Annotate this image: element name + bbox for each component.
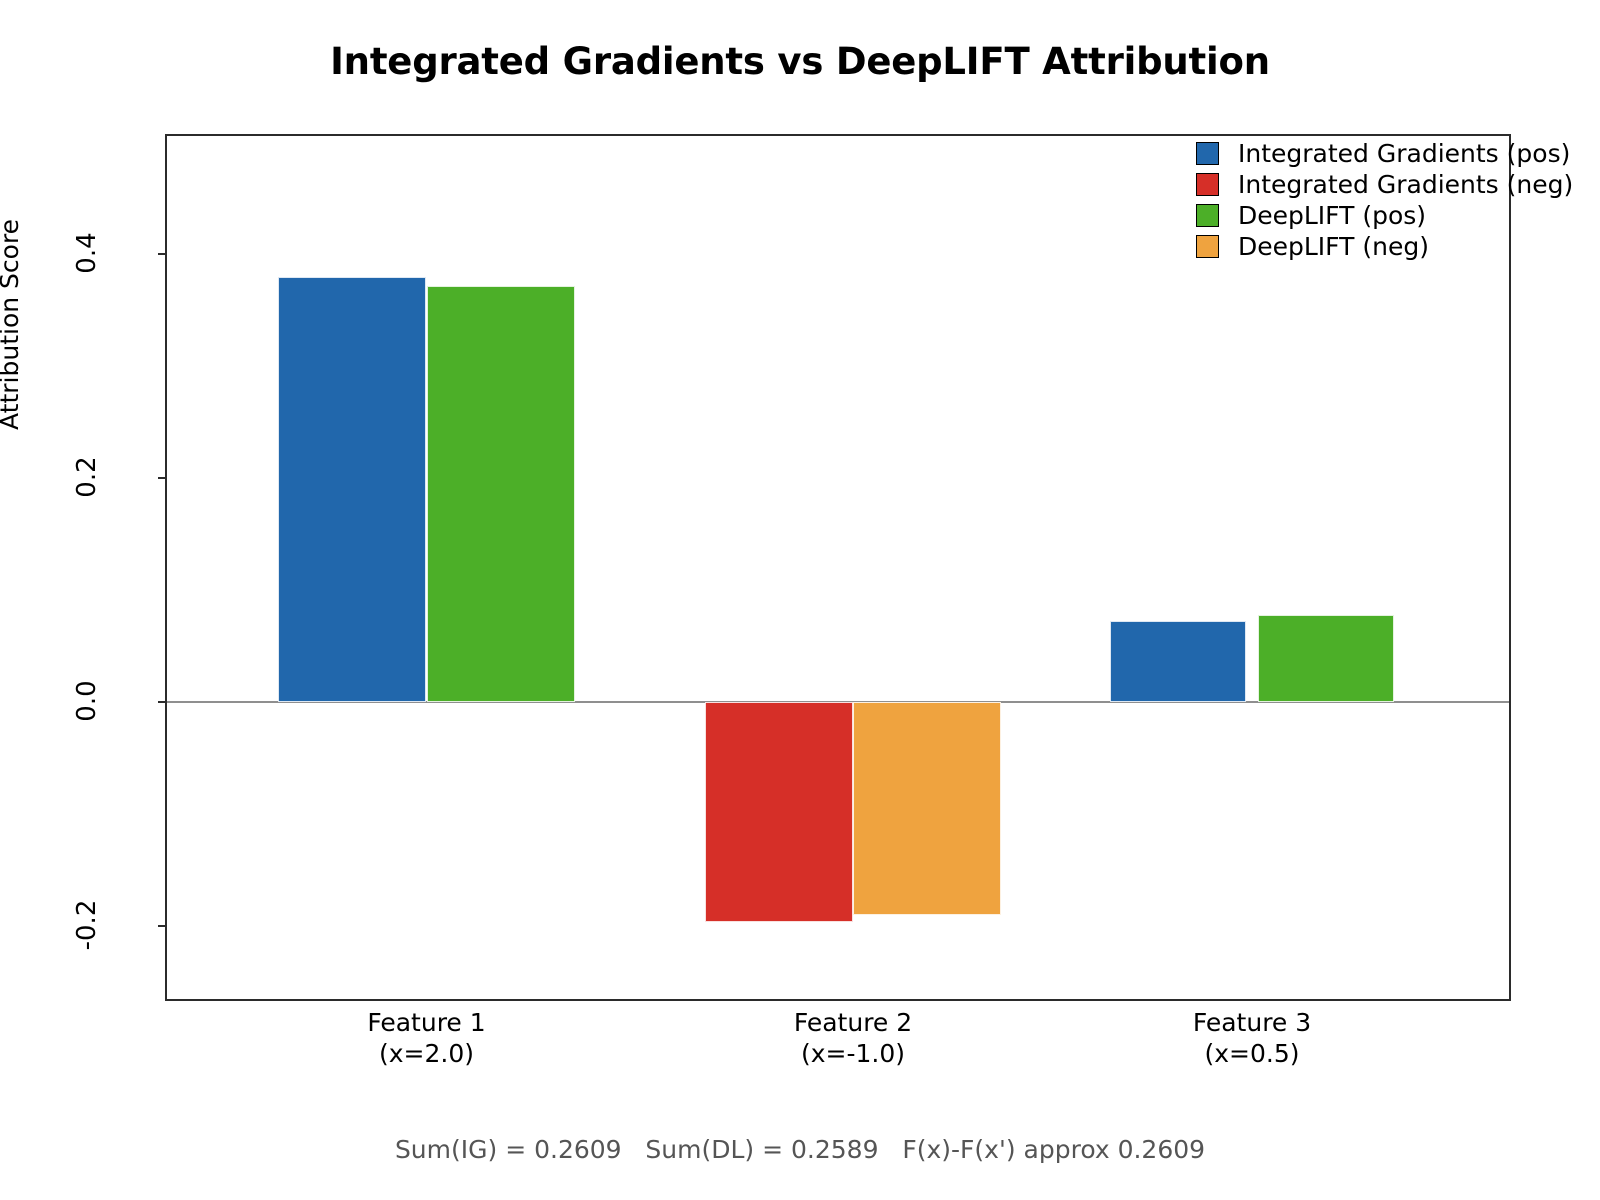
y-axis-tick-label: 0.4 (72, 232, 102, 274)
y-axis-tick-mark (158, 252, 167, 255)
legend-item[interactable]: DeepLIFT (neg) (1196, 231, 1573, 261)
legend-swatch-ig-neg (1196, 172, 1219, 196)
summary-annotation: Sum(IG) = 0.2609 Sum(DL) = 0.2589 F(x)-F… (394, 1135, 1206, 1164)
y-axis-tick-label: 0.2 (72, 456, 102, 498)
x-axis-tick-label: Feature 2 (x=-1.0) (793, 1008, 913, 1068)
plot-area (167, 136, 1509, 999)
y-axis-tick-mark (158, 925, 167, 928)
legend-label: Integrated Gradients (pos) (1238, 138, 1571, 168)
legend-item[interactable]: Integrated Gradients (pos) (1196, 138, 1573, 168)
bar-ig-feature-2[interactable] (705, 701, 853, 922)
bar-dl-feature-3[interactable] (1258, 615, 1394, 702)
legend-label: DeepLIFT (pos) (1238, 200, 1427, 230)
y-axis-tick-label: 0.0 (72, 680, 102, 722)
x-axis-tick-label: Feature 1 (x=2.0) (367, 1008, 486, 1068)
bar-dl-feature-1[interactable] (427, 285, 575, 702)
legend-swatch-ig-pos (1196, 141, 1219, 165)
bar-ig-feature-3[interactable] (1110, 620, 1246, 702)
bar-ig-feature-1[interactable] (278, 277, 426, 702)
legend-item[interactable]: Integrated Gradients (neg) (1196, 169, 1574, 199)
legend-swatch-dl-neg (1196, 234, 1219, 258)
plot-frame: 0.4 0.2 0.0 -0.2 (72, 134, 1511, 1001)
y-axis-tick-label: -0.2 (72, 899, 102, 951)
x-axis-tick-label: Feature 3 (x=0.5) (1192, 1008, 1312, 1068)
legend-label: DeepLIFT (neg) (1238, 231, 1429, 261)
chart-title: Integrated Gradients vs DeepLIFT Attribu… (330, 40, 1270, 83)
chart-legend: Integrated Gradients (pos) Integrated Gr… (1196, 138, 1574, 261)
legend-label: Integrated Gradients (neg) (1238, 169, 1574, 199)
legend-swatch-dl-pos (1196, 203, 1219, 227)
y-axis-tick-mark (158, 700, 167, 703)
y-axis-tick-mark (158, 476, 167, 479)
bar-dl-feature-2[interactable] (853, 701, 1001, 916)
legend-item[interactable]: DeepLIFT (pos) (1196, 200, 1573, 230)
y-axis-label: Attribution Score (0, 218, 24, 430)
